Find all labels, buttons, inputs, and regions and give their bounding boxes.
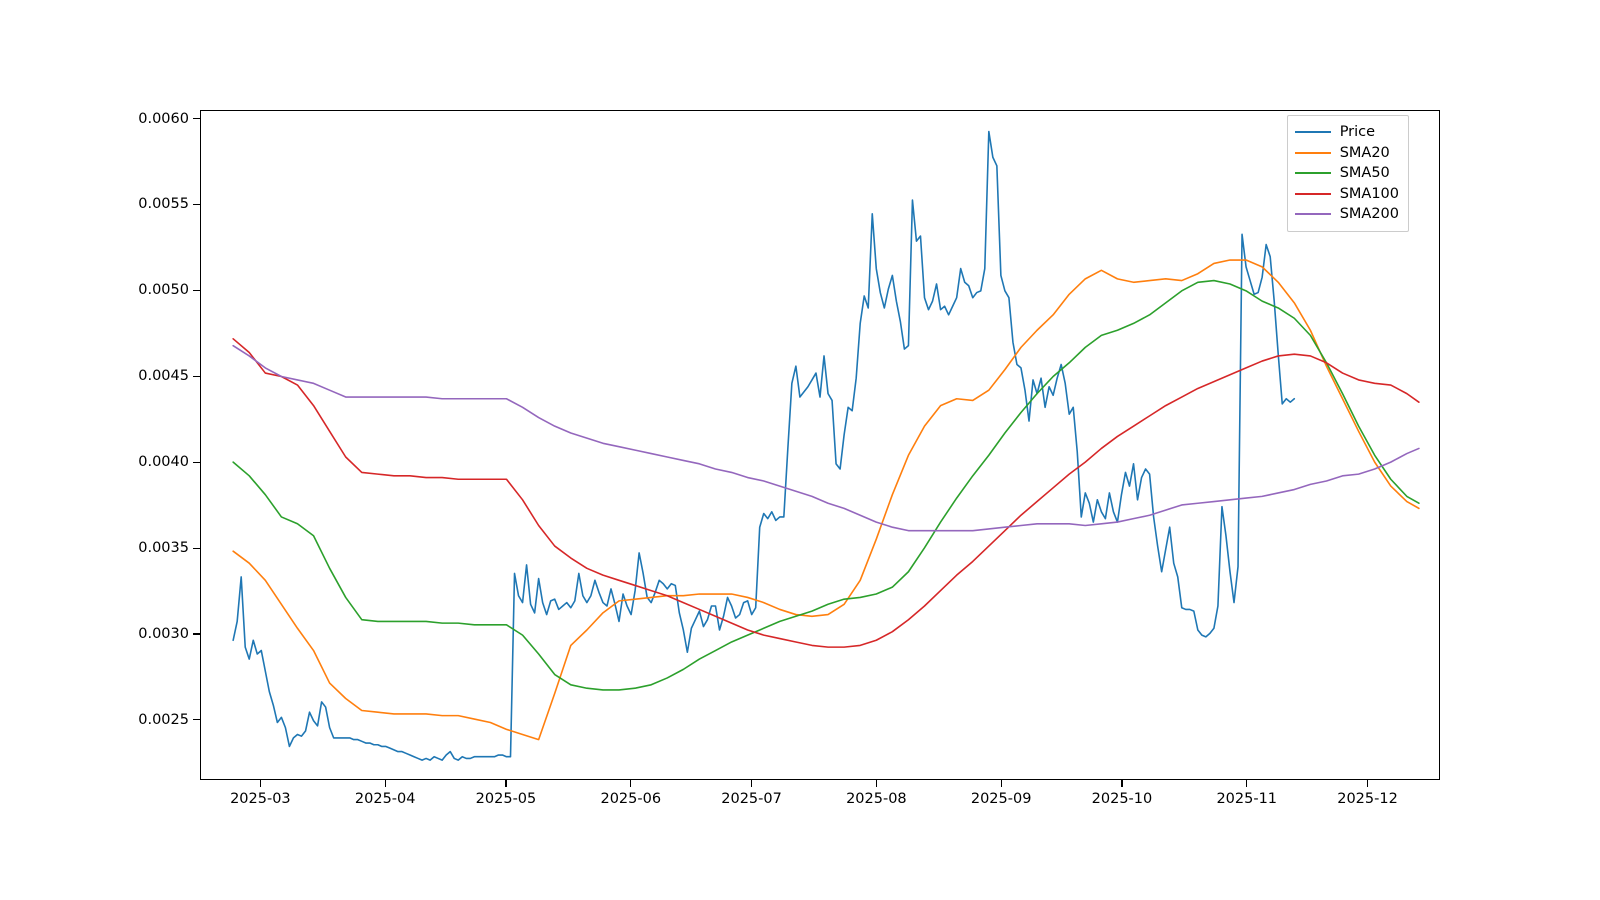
chart-lines <box>201 111 1439 779</box>
legend-swatch-icon <box>1294 151 1331 154</box>
x-tick-mark <box>1246 780 1248 787</box>
chart-legend: Price SMA20 SMA50 SMA100 SMA200 <box>1286 115 1409 232</box>
series-line-price <box>233 132 1294 761</box>
y-tick-label: 0.0030 <box>138 625 189 642</box>
x-tick-mark <box>1000 780 1002 787</box>
x-tick-mark <box>259 780 261 787</box>
series-line-sma50 <box>233 281 1419 690</box>
x-tick-label: 2025-08 <box>846 791 907 807</box>
x-tick-label: 2025-10 <box>1091 791 1153 807</box>
y-tick-label: 0.0040 <box>138 453 189 470</box>
x-tick-label: 2025-06 <box>600 791 662 807</box>
y-tick-mark <box>193 375 200 377</box>
y-tick-mark <box>193 461 200 463</box>
y-tick-mark <box>193 547 200 549</box>
legend-swatch-icon <box>1294 131 1331 134</box>
x-tick-mark <box>384 780 386 787</box>
legend-label: SMA200 <box>1339 206 1399 222</box>
x-tick-mark <box>505 780 507 787</box>
x-tick-label: 2025-11 <box>1216 791 1278 807</box>
legend-label: SMA100 <box>1339 185 1399 202</box>
legend-label: Price <box>1339 124 1376 140</box>
legend-item-price: Price <box>1294 122 1399 143</box>
x-tick-mark <box>1367 780 1369 787</box>
plot-area: Price SMA20 SMA50 SMA100 SMA200 <box>200 110 1440 780</box>
legend-item-sma20: SMA20 <box>1294 143 1399 164</box>
legend-label: SMA20 <box>1339 144 1390 161</box>
x-tick-label: 2025-03 <box>230 791 291 807</box>
x-tick-mark <box>1121 780 1123 787</box>
x-tick-label: 2025-04 <box>354 791 416 807</box>
x-tick-mark <box>630 780 632 787</box>
x-tick-label: 2025-12 <box>1337 791 1398 807</box>
x-tick-label: 2025-09 <box>970 791 1032 807</box>
y-tick-mark <box>193 289 200 291</box>
series-line-sma100 <box>233 339 1419 647</box>
y-tick-mark <box>193 633 200 635</box>
y-tick-mark <box>193 719 200 721</box>
series-line-sma20 <box>233 260 1419 740</box>
series-line-sma200 <box>233 346 1419 531</box>
x-tick-mark <box>875 780 877 787</box>
y-tick-label: 0.0035 <box>138 539 189 556</box>
y-tick-label: 0.0060 <box>138 110 189 127</box>
y-tick-label: 0.0050 <box>138 282 189 299</box>
legend-item-sma50: SMA50 <box>1294 163 1399 184</box>
y-tick-label: 0.0045 <box>138 368 189 385</box>
legend-swatch-icon <box>1294 192 1331 195</box>
x-tick-mark <box>751 780 753 787</box>
x-tick-label: 2025-07 <box>721 791 782 807</box>
legend-swatch-icon <box>1294 213 1331 216</box>
legend-label: SMA50 <box>1339 165 1390 181</box>
legend-item-sma100: SMA100 <box>1294 184 1399 205</box>
y-tick-label: 0.0055 <box>138 196 189 213</box>
y-tick-mark <box>193 118 200 120</box>
legend-item-sma200: SMA200 <box>1294 204 1399 225</box>
y-tick-mark <box>193 203 200 206</box>
y-tick-label: 0.0025 <box>138 711 189 728</box>
legend-swatch-icon <box>1294 172 1331 175</box>
x-tick-label: 2025-05 <box>475 791 537 807</box>
